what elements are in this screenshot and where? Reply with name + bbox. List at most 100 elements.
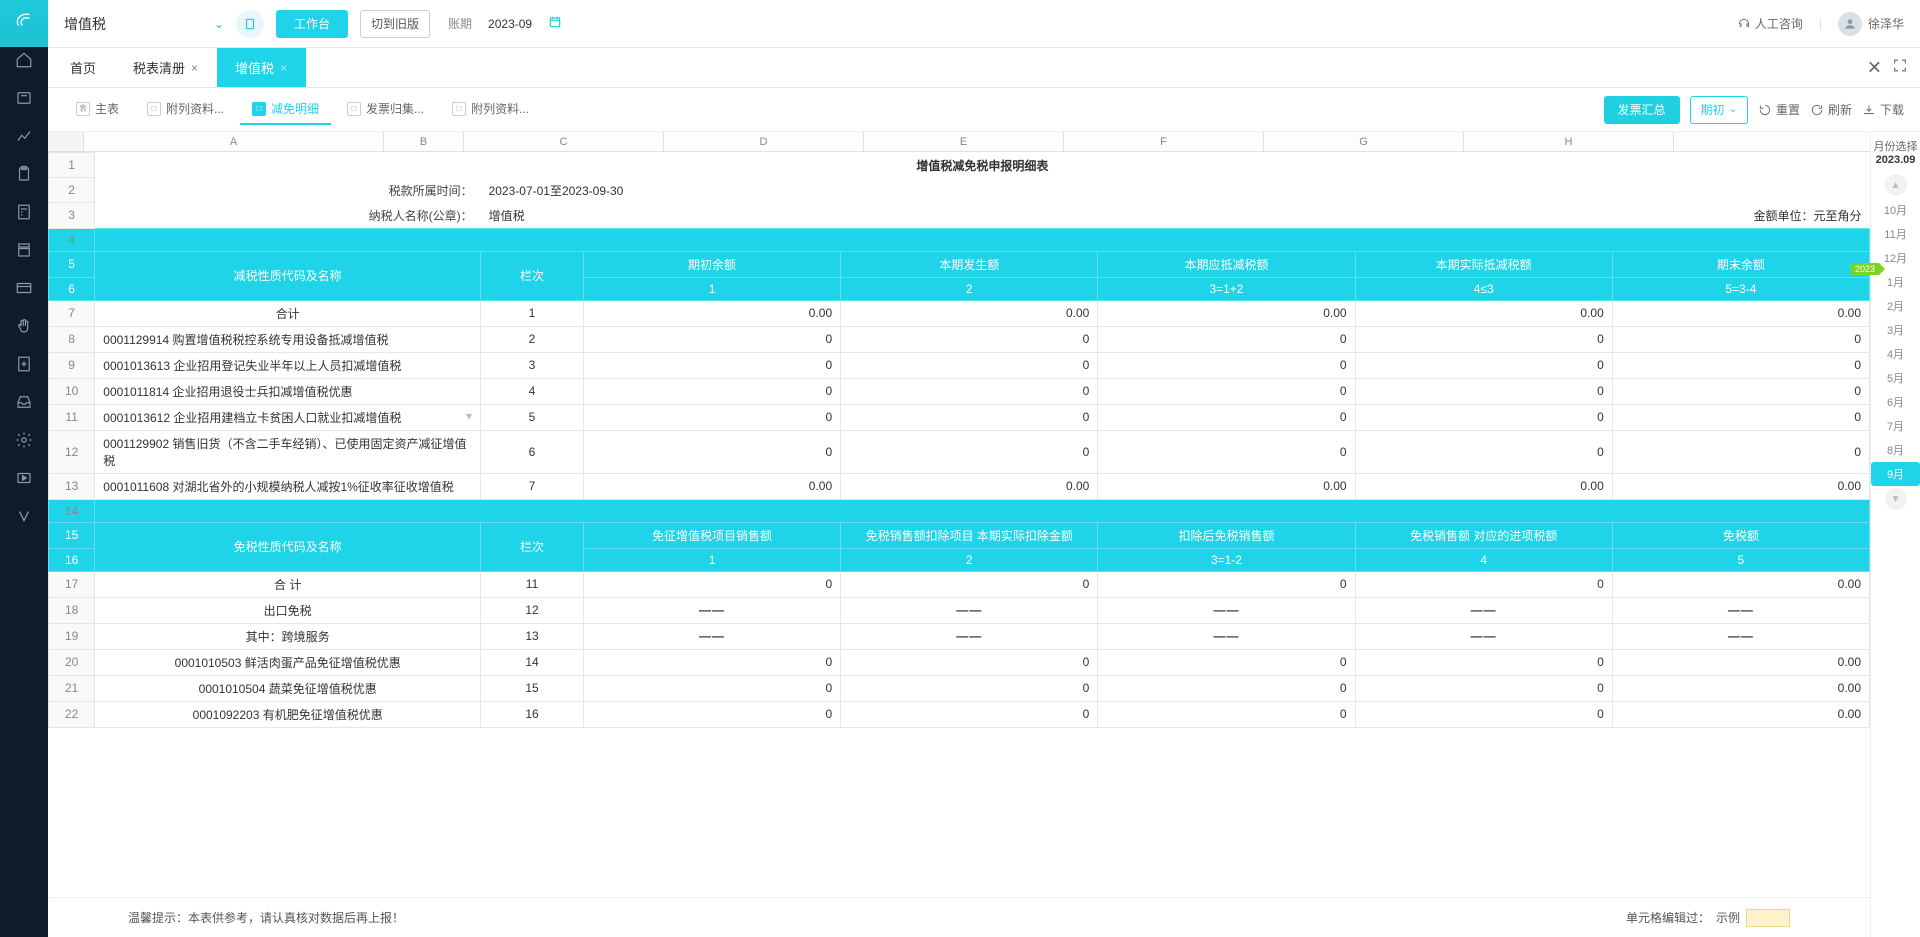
nav-calc-icon[interactable] bbox=[14, 202, 34, 222]
table-cell[interactable]: 0.00 bbox=[1612, 300, 1869, 326]
table-cell[interactable]: 其中：跨境服务 bbox=[95, 623, 481, 649]
row-header[interactable]: 5 bbox=[49, 251, 95, 277]
table-cell[interactable]: 0 bbox=[1098, 571, 1355, 597]
row-header[interactable]: 2 bbox=[49, 178, 95, 203]
page-tab[interactable]: 增值税× bbox=[217, 48, 306, 87]
month-option[interactable]: 5月 bbox=[1871, 366, 1920, 390]
table-cell[interactable]: 0.00 bbox=[1612, 649, 1869, 675]
row-header[interactable]: 3 bbox=[49, 203, 95, 229]
table-cell[interactable]: 0 bbox=[1098, 649, 1355, 675]
table-cell[interactable]: 0 bbox=[1612, 352, 1869, 378]
table-cell[interactable]: 11 bbox=[481, 571, 584, 597]
support-link[interactable]: 人工咨询 bbox=[1737, 15, 1803, 32]
month-option[interactable]: 9月 bbox=[1871, 462, 1920, 486]
table-cell[interactable]: 出口免税 bbox=[95, 597, 481, 623]
table-cell[interactable]: —— bbox=[1098, 623, 1355, 649]
table-cell[interactable]: 0 bbox=[1098, 352, 1355, 378]
period-begin-button[interactable]: 期初 ⌄ bbox=[1690, 96, 1748, 124]
table-cell[interactable]: 6 bbox=[481, 430, 584, 473]
row-header[interactable]: 8 bbox=[49, 326, 95, 352]
table-cell[interactable]: 12 bbox=[481, 597, 584, 623]
nav-tax-icon[interactable] bbox=[14, 240, 34, 260]
table-cell[interactable]: —— bbox=[1355, 597, 1612, 623]
table-cell[interactable]: 0001129914 购置增值税税控系统专用设备抵减增值税 bbox=[95, 326, 481, 352]
page-tab[interactable]: 首页 bbox=[52, 48, 115, 87]
row-header[interactable]: 20 bbox=[49, 649, 95, 675]
close-page-icon[interactable]: ✕ bbox=[1867, 57, 1882, 78]
row-header[interactable]: 14 bbox=[49, 499, 95, 522]
table-cell[interactable]: 2 bbox=[481, 326, 584, 352]
select-all-corner[interactable] bbox=[48, 132, 84, 151]
table-cell[interactable]: 15 bbox=[481, 675, 584, 701]
table-cell[interactable]: 0 bbox=[583, 378, 840, 404]
row-header[interactable]: 15 bbox=[49, 522, 95, 548]
month-option[interactable]: 8月 bbox=[1871, 438, 1920, 462]
nav-video-icon[interactable] bbox=[14, 468, 34, 488]
table-cell[interactable]: —— bbox=[583, 623, 840, 649]
month-option[interactable]: 11月 bbox=[1871, 222, 1920, 246]
close-icon[interactable]: × bbox=[191, 61, 198, 75]
table-cell[interactable]: 13 bbox=[481, 623, 584, 649]
nav-export-icon[interactable] bbox=[14, 354, 34, 374]
table-cell[interactable]: 0001011814 企业招用退役士兵扣减增值税优惠 bbox=[95, 378, 481, 404]
table-cell[interactable]: 0.00 bbox=[1612, 675, 1869, 701]
table-cell[interactable]: —— bbox=[1612, 597, 1869, 623]
table-cell[interactable]: 0 bbox=[1355, 352, 1612, 378]
table-cell[interactable]: 0.00 bbox=[1098, 473, 1355, 499]
page-tab[interactable]: 税表清册× bbox=[115, 48, 217, 87]
table-cell[interactable]: 0 bbox=[841, 430, 1098, 473]
table-cell[interactable]: 0.00 bbox=[841, 300, 1098, 326]
table-cell[interactable]: 0.00 bbox=[1612, 571, 1869, 597]
refresh-button[interactable]: 刷新 bbox=[1810, 101, 1852, 118]
table-cell[interactable]: 0 bbox=[583, 352, 840, 378]
row-header[interactable]: 12 bbox=[49, 430, 95, 473]
month-prev-button[interactable]: ▲ bbox=[1885, 174, 1907, 196]
table-cell[interactable]: 0.00 bbox=[1098, 300, 1355, 326]
sheet-sub-tab[interactable]: □附列资料... bbox=[135, 95, 236, 125]
table-cell[interactable]: 0 bbox=[583, 675, 840, 701]
sheet-sub-tab[interactable]: □附列资料... bbox=[440, 95, 541, 125]
table-cell[interactable]: 0001013613 企业招用登记失业半年以上人员扣减增值税 bbox=[95, 352, 481, 378]
table-cell[interactable]: 0 bbox=[1355, 675, 1612, 701]
table-cell[interactable]: 0.00 bbox=[1612, 473, 1869, 499]
column-header[interactable]: D bbox=[664, 132, 864, 151]
row-header[interactable]: 16 bbox=[49, 548, 95, 571]
table-cell[interactable]: 0 bbox=[841, 404, 1098, 430]
row-header[interactable]: 19 bbox=[49, 623, 95, 649]
user-menu[interactable]: 徐泽华 bbox=[1838, 12, 1904, 36]
row-header[interactable]: 6 bbox=[49, 277, 95, 300]
close-icon[interactable]: × bbox=[280, 61, 287, 75]
table-cell[interactable]: 16 bbox=[481, 701, 584, 727]
table-cell[interactable]: —— bbox=[1612, 623, 1869, 649]
switch-old-button[interactable]: 切到旧版 bbox=[360, 10, 430, 38]
sheet-sub-tab[interactable]: □发票归集... bbox=[335, 95, 436, 125]
table-cell[interactable]: 0 bbox=[841, 326, 1098, 352]
row-header[interactable]: 1 bbox=[49, 153, 95, 178]
workbench-button[interactable]: 工作台 bbox=[276, 10, 348, 38]
table-cell[interactable]: 0.00 bbox=[1355, 473, 1612, 499]
table-cell[interactable]: 0 bbox=[583, 430, 840, 473]
table-cell[interactable]: —— bbox=[841, 597, 1098, 623]
row-header[interactable]: 10 bbox=[49, 378, 95, 404]
table-cell[interactable]: 0001129902 销售旧货（不含二手车经销）、已使用固定资产减征增值税 bbox=[95, 430, 481, 473]
row-header[interactable]: 18 bbox=[49, 597, 95, 623]
sheet-sub-tab[interactable]: 表主表 bbox=[64, 95, 131, 125]
nav-settings-icon[interactable] bbox=[14, 430, 34, 450]
table-cell[interactable]: 0001092203 有机肥免征增值税优惠 bbox=[95, 701, 481, 727]
table-cell[interactable]: 0 bbox=[841, 675, 1098, 701]
table-cell[interactable]: 0 bbox=[1098, 430, 1355, 473]
table-cell[interactable]: 合计 bbox=[95, 300, 481, 326]
table-cell[interactable]: 0 bbox=[1098, 675, 1355, 701]
month-option[interactable]: 7月 bbox=[1871, 414, 1920, 438]
month-option[interactable]: 2月 bbox=[1871, 294, 1920, 318]
table-cell[interactable]: 0 bbox=[1355, 649, 1612, 675]
row-header[interactable]: 21 bbox=[49, 675, 95, 701]
row-header[interactable]: 13 bbox=[49, 473, 95, 499]
sheet-sub-tab[interactable]: □减免明细 bbox=[240, 95, 331, 125]
table-cell[interactable]: 0 bbox=[1355, 701, 1612, 727]
month-option[interactable]: 6月 bbox=[1871, 390, 1920, 414]
table-cell[interactable]: 0001010504 蔬菜免征增值税优惠 bbox=[95, 675, 481, 701]
table-cell[interactable]: 14 bbox=[481, 649, 584, 675]
chevron-down-icon[interactable]: ▾ bbox=[466, 409, 472, 423]
reset-button[interactable]: 重置 bbox=[1758, 101, 1800, 118]
